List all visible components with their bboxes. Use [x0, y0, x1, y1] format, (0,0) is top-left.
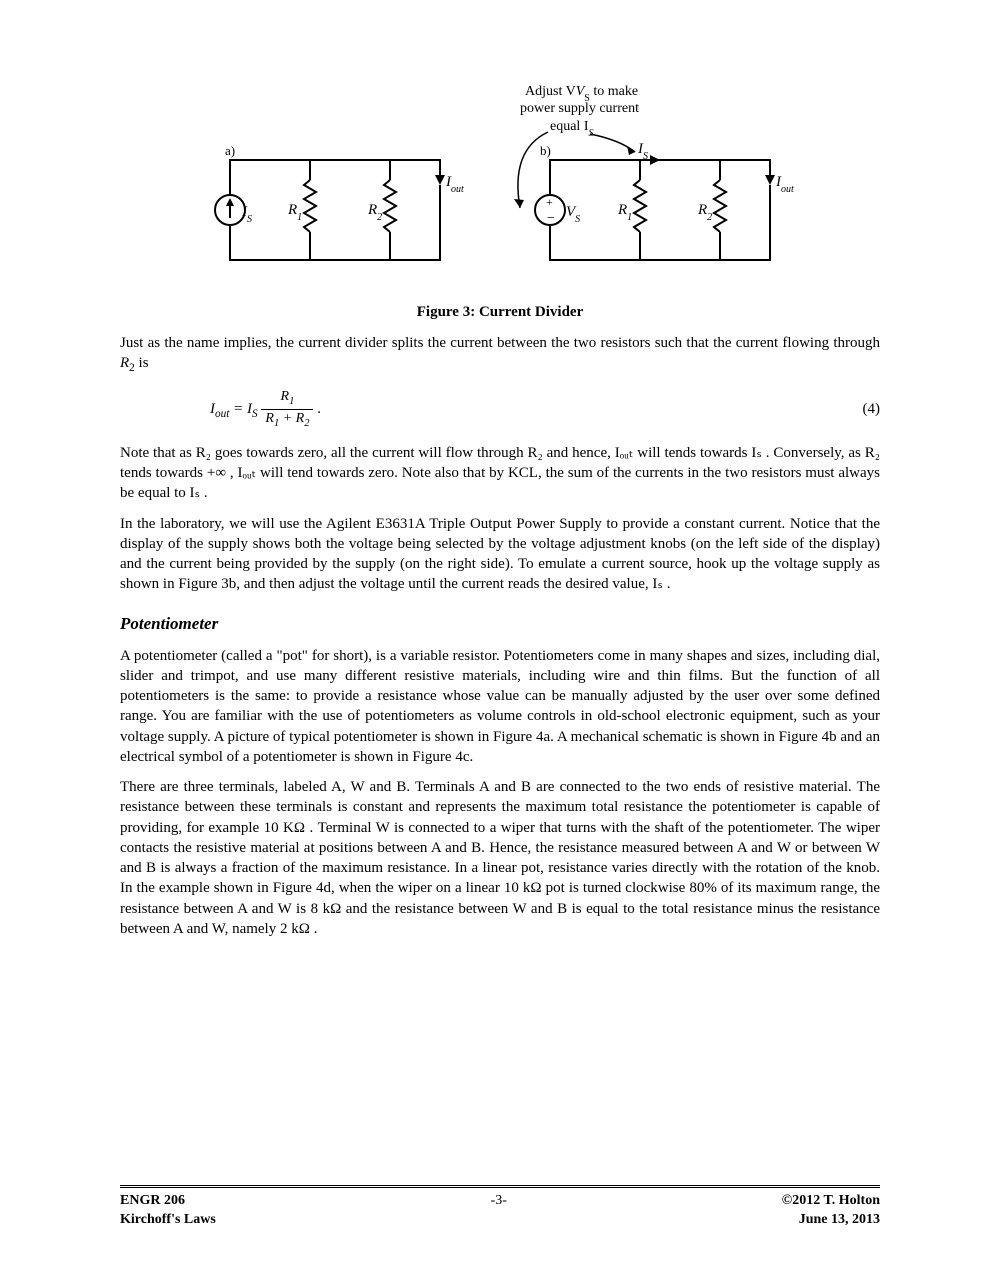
- svg-text:Iout: Iout: [445, 174, 464, 195]
- svg-text:VS: VS: [566, 204, 580, 225]
- svg-text:IS: IS: [637, 141, 648, 162]
- svg-text:−: −: [547, 211, 555, 226]
- svg-text:R2: R2: [697, 202, 712, 223]
- svg-text:R1: R1: [287, 202, 302, 223]
- paragraph-5: There are three terminals, labeled A, W …: [120, 777, 880, 939]
- svg-text:+: +: [546, 195, 553, 209]
- svg-text:R1: R1: [617, 202, 632, 223]
- figure-3: Adjust VVS to make power supply current …: [120, 80, 880, 323]
- figure-caption: Figure 3: Current Divider: [120, 302, 880, 322]
- svg-text:IS: IS: [241, 204, 252, 225]
- page-footer: ENGR 206 Kirchoff's Laws -3- ©2012 T. Ho…: [120, 1185, 880, 1230]
- document-page: Adjust VVS to make power supply current …: [0, 0, 990, 1280]
- equation-4: Iout = IS R1 R1 + R2 . (4): [120, 388, 880, 431]
- svg-text:R2: R2: [367, 202, 382, 223]
- svg-text:power supply current: power supply current: [520, 101, 639, 116]
- svg-text:Iout: Iout: [775, 174, 794, 195]
- footer-copyright: ©2012 T. Holton: [782, 1193, 880, 1208]
- equation-number: (4): [863, 399, 881, 419]
- footer-topic: Kirchoff's Laws: [120, 1212, 216, 1227]
- svg-text:equal IS: equal IS: [550, 119, 593, 139]
- footer-course: ENGR 206: [120, 1193, 185, 1208]
- svg-text:b): b): [540, 143, 551, 158]
- footer-page-number: -3-: [216, 1192, 782, 1230]
- circuit-diagram: Adjust VVS to make power supply current …: [190, 80, 810, 290]
- paragraph-4: A potentiometer (called a "pot" for shor…: [120, 646, 880, 768]
- paragraph-1: Just as the name implies, the current di…: [120, 333, 880, 376]
- footer-date: June 13, 2013: [799, 1212, 880, 1227]
- paragraph-2: Note that as R₂ goes towards zero, all t…: [120, 443, 880, 504]
- svg-text:a): a): [225, 143, 235, 158]
- section-heading-potentiometer: Potentiometer: [120, 613, 880, 636]
- paragraph-3: In the laboratory, we will use the Agile…: [120, 514, 880, 595]
